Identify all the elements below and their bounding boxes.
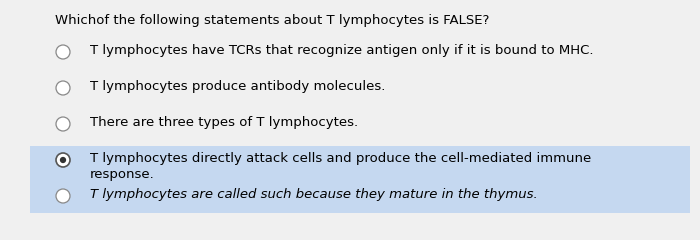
Text: T lymphocytes directly attack cells and produce the cell-mediated immune
respons: T lymphocytes directly attack cells and … [90,152,592,181]
Ellipse shape [60,157,66,163]
Text: T lymphocytes have TCRs that recognize antigen only if it is bound to MHC.: T lymphocytes have TCRs that recognize a… [90,44,594,57]
Ellipse shape [56,189,70,203]
Ellipse shape [56,81,70,95]
Text: Which​of the following statements about T lymphocytes is FALSE?: Which​of the following statements about … [55,14,489,27]
Text: T lymphocytes are called such because they mature in the thymus.: T lymphocytes are called such because th… [90,188,538,201]
Ellipse shape [56,45,70,59]
Text: T lymphocytes produce antibody molecules.: T lymphocytes produce antibody molecules… [90,80,386,93]
Ellipse shape [56,153,70,167]
Text: There are three types of T lymphocytes.: There are three types of T lymphocytes. [90,116,358,129]
Ellipse shape [56,117,70,131]
FancyBboxPatch shape [30,146,690,213]
